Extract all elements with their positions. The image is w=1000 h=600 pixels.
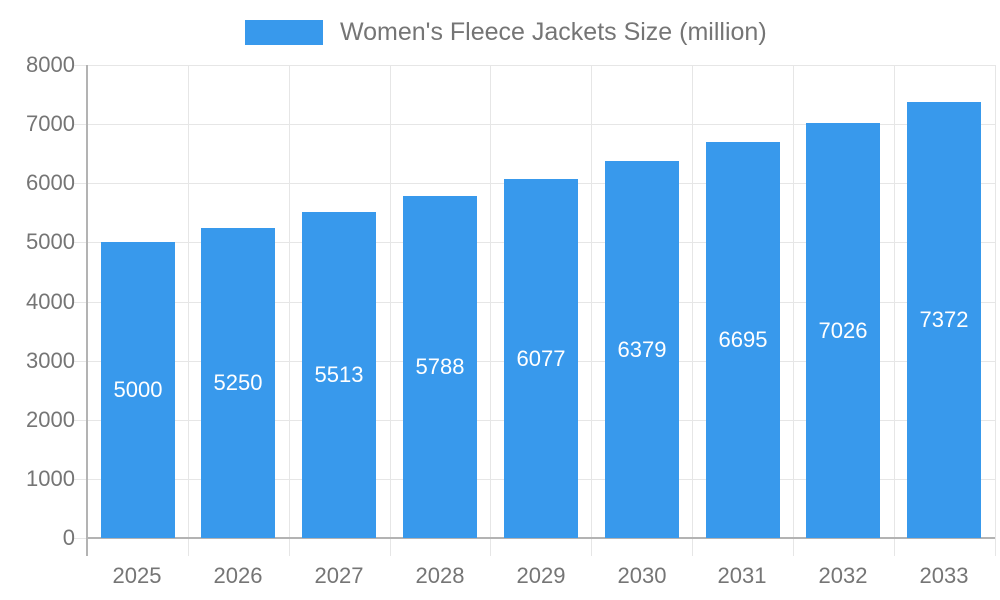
- x-axis-category-label: 2025: [112, 563, 162, 588]
- x-axis-tick: [692, 538, 693, 556]
- x-axis-category-label: 2031: [717, 563, 767, 588]
- y-axis-tick-label: 2000: [26, 407, 75, 432]
- bar-value-label: 7026: [818, 317, 868, 343]
- x-axis-tick: [793, 538, 794, 556]
- y-axis-line: [86, 65, 88, 556]
- bar-value-label: 5000: [113, 377, 163, 402]
- x-axis-category-label: 2032: [818, 563, 868, 588]
- bar-2032[interactable]: 7026: [806, 123, 880, 538]
- gridline-vertical: [289, 65, 290, 538]
- y-axis-tick: [73, 124, 87, 125]
- x-axis-tick: [490, 538, 491, 556]
- y-axis-tick: [73, 479, 87, 480]
- gridline-vertical: [188, 65, 189, 538]
- legend[interactable]: Women's Fleece Jackets Size (million): [245, 20, 767, 45]
- legend-label: Women's Fleece Jackets Size (million): [340, 18, 767, 46]
- gridline-vertical: [692, 65, 693, 538]
- gridline-vertical: [591, 65, 592, 538]
- bar-value-label: 5788: [415, 354, 465, 379]
- x-axis-category-label: 2027: [314, 563, 364, 588]
- x-axis-tick: [289, 538, 290, 556]
- y-axis-tick-label: 3000: [26, 348, 75, 373]
- x-axis-category-label: 2028: [415, 563, 465, 588]
- bar-2033[interactable]: 7372: [907, 102, 981, 538]
- gridline-vertical: [793, 65, 794, 538]
- bar-value-label: 6379: [617, 336, 667, 362]
- gridline-vertical: [894, 65, 895, 538]
- gridline-horizontal: [87, 65, 995, 66]
- y-axis-tick: [73, 242, 87, 243]
- y-axis-tick-label: 1000: [26, 466, 75, 491]
- y-axis-tick-label: 7000: [26, 111, 75, 136]
- x-axis-tick: [894, 538, 895, 556]
- y-axis-tick: [73, 420, 87, 421]
- gridline-vertical: [390, 65, 391, 538]
- bar-2025[interactable]: 5000: [101, 242, 175, 538]
- bar-2028[interactable]: 5788: [403, 196, 477, 538]
- y-axis-tick: [73, 65, 87, 66]
- bar-2029[interactable]: 6077: [504, 179, 578, 538]
- x-axis-category-label: 2030: [617, 563, 667, 588]
- gridline-horizontal: [87, 124, 995, 125]
- y-axis-tick-label: 5000: [26, 229, 75, 254]
- x-axis-tick: [188, 538, 189, 556]
- bar-2027[interactable]: 5513: [302, 212, 376, 538]
- bar-2030[interactable]: 6379: [605, 161, 679, 538]
- bar-2031[interactable]: 6695: [706, 142, 780, 538]
- x-axis-tick: [390, 538, 391, 556]
- gridline-vertical: [490, 65, 491, 538]
- y-axis-tick: [73, 361, 87, 362]
- x-axis-category-label: 2026: [213, 563, 263, 588]
- bar-value-label: 6695: [718, 327, 768, 352]
- bar-value-label: 5250: [213, 370, 263, 395]
- y-axis-tick-label: 8000: [26, 52, 75, 77]
- y-axis-tick: [73, 183, 87, 184]
- y-axis-tick-label: 0: [62, 525, 75, 550]
- x-axis-category-label: 2029: [516, 563, 566, 588]
- y-axis-tick: [73, 302, 87, 303]
- legend-swatch-icon: [245, 20, 323, 45]
- gridline-vertical: [995, 65, 996, 538]
- x-axis-line: [87, 537, 995, 539]
- x-axis-tick: [995, 538, 996, 556]
- bar-2026[interactable]: 5250: [201, 228, 275, 538]
- x-axis-tick: [591, 538, 592, 556]
- y-axis-tick-label: 4000: [26, 289, 75, 314]
- y-axis-tick: [73, 538, 87, 539]
- x-axis-category-label: 2033: [919, 563, 969, 588]
- bar-value-label: 6077: [516, 345, 566, 371]
- bar-value-label: 7372: [919, 307, 969, 332]
- bar-value-label: 5513: [314, 362, 364, 387]
- y-axis-tick-label: 6000: [26, 170, 75, 195]
